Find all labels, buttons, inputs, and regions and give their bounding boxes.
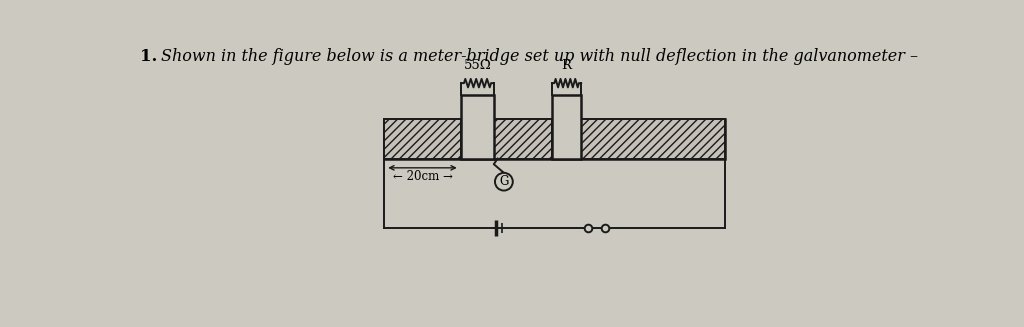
Circle shape: [495, 173, 513, 191]
Text: R: R: [561, 59, 571, 72]
Text: G: G: [499, 175, 509, 188]
Bar: [461, 95, 494, 159]
Text: 55Ω: 55Ω: [464, 59, 492, 72]
Bar: [494, 119, 552, 159]
Bar: [384, 119, 461, 159]
Text: ← 20cm →: ← 20cm →: [392, 170, 453, 183]
Text: Shown in the figure below is a meter-bridge set up with null deflection in the g: Shown in the figure below is a meter-bri…: [161, 48, 918, 65]
Bar: [582, 119, 725, 159]
Bar: [384, 119, 725, 159]
Text: 1.: 1.: [139, 48, 157, 65]
Bar: [552, 95, 582, 159]
